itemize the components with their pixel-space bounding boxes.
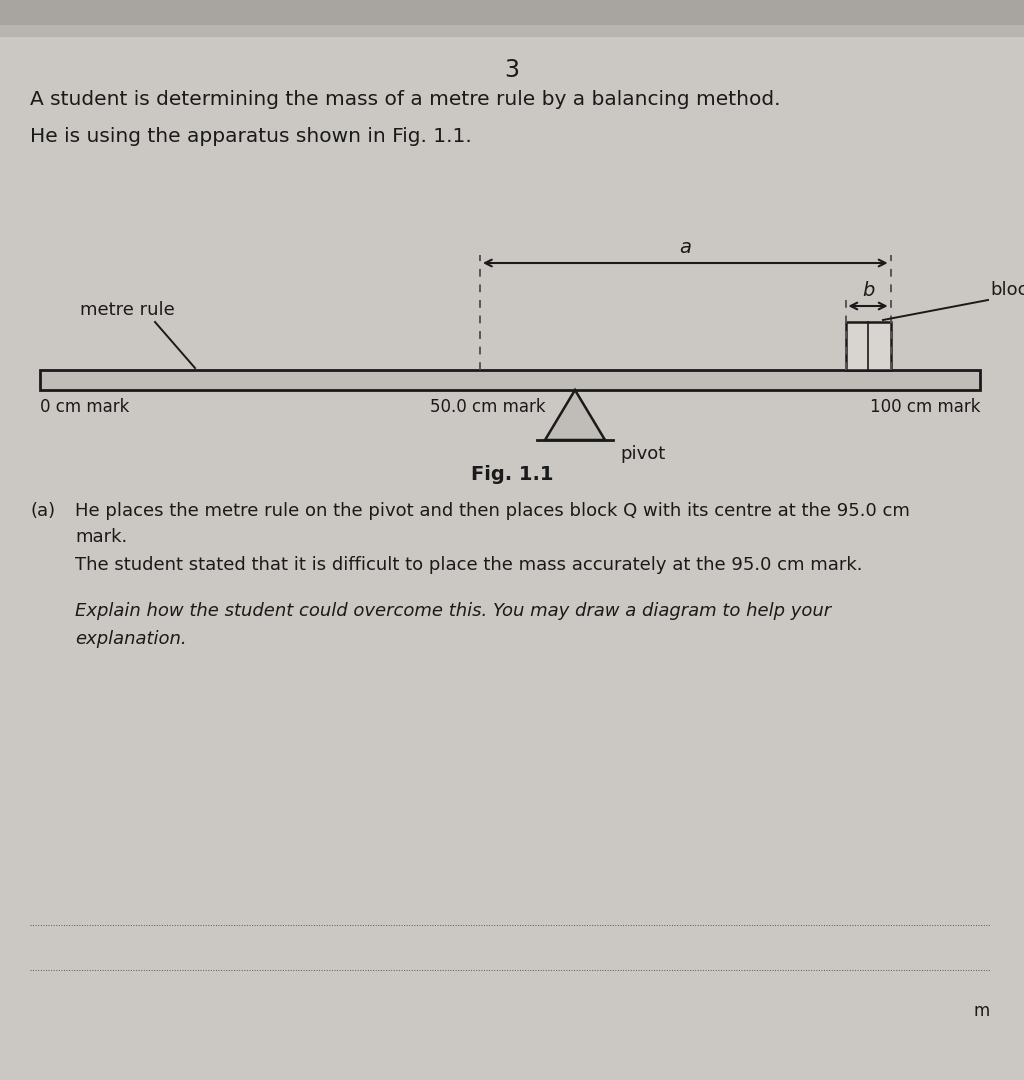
Text: m: m bbox=[974, 1002, 990, 1020]
Text: a: a bbox=[679, 238, 691, 257]
Text: He places the metre rule on the pivot and then places block Q with its centre at: He places the metre rule on the pivot an… bbox=[75, 502, 910, 519]
Text: Fig. 1.1: Fig. 1.1 bbox=[471, 465, 553, 484]
Text: A student is determining the mass of a metre rule by a balancing method.: A student is determining the mass of a m… bbox=[30, 90, 780, 109]
Text: pivot: pivot bbox=[620, 445, 666, 463]
Text: block: block bbox=[990, 281, 1024, 299]
Text: b: b bbox=[862, 281, 874, 300]
Text: The student stated that it is difficult to place the mass accurately at the 95.0: The student stated that it is difficult … bbox=[75, 556, 862, 573]
Bar bbox=[846, 322, 891, 370]
Text: 3: 3 bbox=[505, 58, 519, 82]
Text: He is using the apparatus shown in Fig. 1.1.: He is using the apparatus shown in Fig. … bbox=[30, 127, 472, 146]
Text: (a): (a) bbox=[30, 502, 55, 519]
Text: 0 cm mark: 0 cm mark bbox=[40, 399, 129, 416]
Text: metre rule: metre rule bbox=[80, 301, 175, 319]
Text: explanation.: explanation. bbox=[75, 630, 186, 648]
Bar bbox=[0, 25, 1024, 37]
Bar bbox=[0, 0, 1024, 25]
Text: Explain how the student could overcome this. You may draw a diagram to help your: Explain how the student could overcome t… bbox=[75, 602, 831, 620]
Bar bbox=[40, 370, 980, 390]
Text: 50.0 cm mark: 50.0 cm mark bbox=[430, 399, 546, 416]
Text: 100 cm mark: 100 cm mark bbox=[869, 399, 980, 416]
Polygon shape bbox=[545, 390, 605, 440]
Text: mark.: mark. bbox=[75, 528, 127, 546]
